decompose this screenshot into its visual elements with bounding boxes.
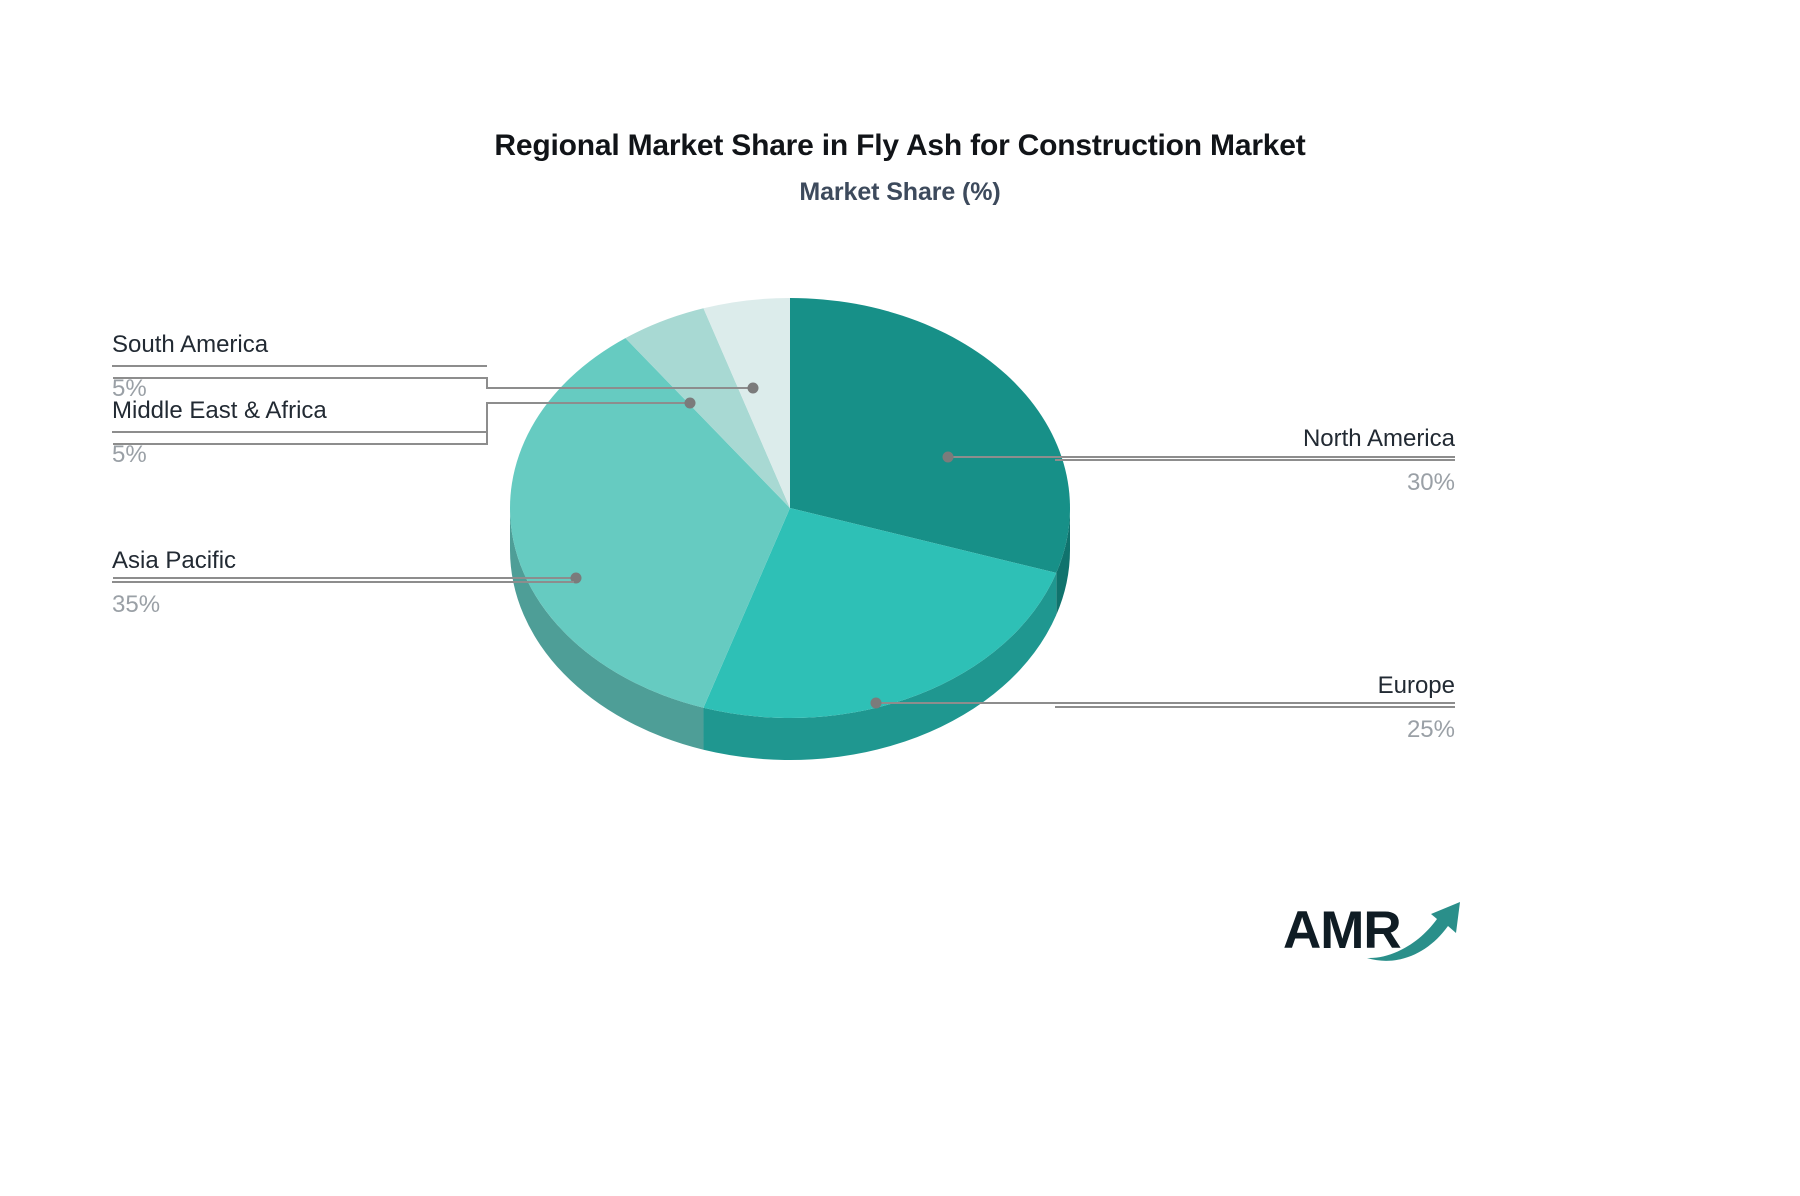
callout-rule: [112, 431, 487, 433]
callout-value-north-america: 30%: [1406, 469, 1455, 496]
callout-europe: Europe 25%: [1055, 671, 1455, 745]
callout-label-south-america: South America: [112, 331, 269, 358]
callout-value-europe: 25%: [1406, 716, 1455, 743]
callout-middle-east-africa: Middle East & Africa 5%: [112, 396, 487, 470]
up-arrow-icon: [1367, 902, 1460, 961]
callout-label-middle-east-africa: Middle East & Africa: [112, 397, 327, 424]
callout-asia-pacific: Asia Pacific 35%: [112, 546, 574, 620]
depth-europe: [703, 572, 1057, 760]
leader-europe: [870, 697, 1455, 709]
callout-value-middle-east-africa: 5%: [112, 441, 147, 468]
callout-label-europe: Europe: [1377, 672, 1455, 699]
amr-logo: AMR: [1283, 895, 1463, 975]
depth-north-america: [1056, 508, 1070, 615]
callout-rule: [1055, 706, 1455, 708]
amr-logo-text: AMR: [1283, 901, 1402, 960]
callout-south-america: South America 5%: [112, 330, 487, 404]
pie-chart: [500, 298, 1120, 860]
pie-slice-south-america: [703, 298, 790, 508]
leader-middle-east-africa: [113, 397, 696, 445]
depth-asia-pacific: [510, 508, 704, 750]
callout-value-asia-pacific: 35%: [112, 591, 161, 618]
leader-south-america: [113, 377, 759, 394]
pie-slices: [510, 298, 1070, 718]
pie-slice-north-america: [790, 298, 1070, 573]
callout-rule: [112, 581, 574, 583]
leader-asia-pacific: [113, 572, 582, 584]
callout-rule: [1055, 459, 1455, 461]
pie-3d-depth: [510, 508, 1070, 760]
callout-rule: [112, 365, 487, 367]
pie-slice-asia-pacific: [510, 338, 790, 708]
callout-north-america: North America 30%: [1055, 424, 1455, 498]
callout-label-north-america: North America: [1302, 425, 1455, 452]
leader-north-america: [942, 451, 1455, 463]
pie-slice-middle-east-africa: [625, 308, 790, 508]
pie-svg: [510, 298, 1070, 760]
callout-value-south-america: 5%: [112, 375, 147, 402]
pie-slice-europe: [703, 508, 1057, 718]
callout-label-asia-pacific: Asia Pacific: [112, 547, 237, 574]
